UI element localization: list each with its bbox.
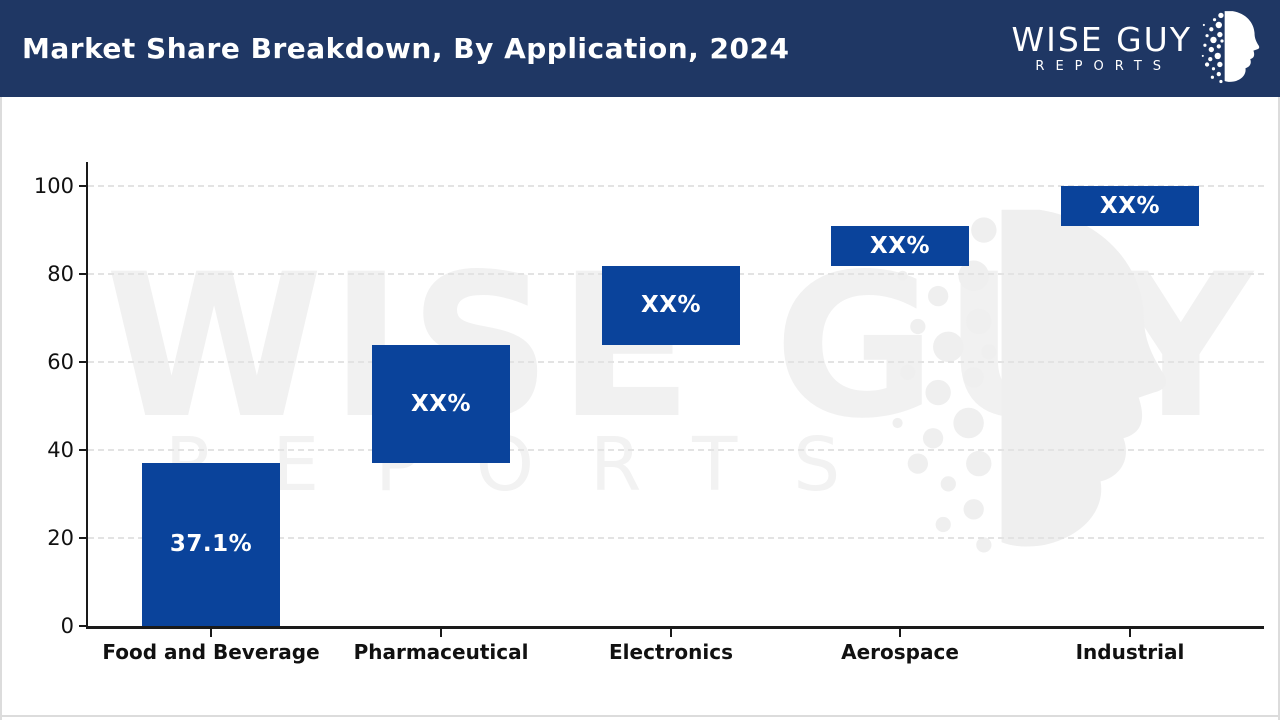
x-category-label: Aerospace (841, 640, 959, 664)
y-tick-mark-80 (79, 273, 87, 275)
y-tick-label-20: 20 (47, 526, 74, 550)
x-tick-mark (899, 629, 901, 637)
y-tick-label-0: 0 (60, 614, 74, 638)
y-axis (86, 162, 88, 628)
bar-food-and-beverage: 37.1% (142, 462, 280, 626)
y-tick-mark-40 (79, 449, 87, 451)
y-tick-label-80: 80 (47, 262, 74, 286)
y-tick-label-40: 40 (47, 438, 74, 462)
frame-border-right (1278, 97, 1280, 720)
bar-electronics: XX% (602, 266, 740, 345)
x-axis (86, 626, 1264, 629)
header-bar: Market Share Breakdown, By Application, … (0, 0, 1280, 97)
wiseguy-face-icon (1201, 10, 1260, 83)
y-tick-label-100: 100 (33, 174, 74, 198)
watermark-face-icon (892, 209, 1167, 553)
y-tick-mark-20 (79, 537, 87, 539)
bar-value-label: XX% (640, 292, 701, 319)
x-category-label: Food and Beverage (102, 640, 320, 664)
wiseguy-logo-text: WISE GUY REPORTS (1011, 19, 1192, 75)
page-title: Market Share Breakdown, By Application, … (22, 32, 790, 65)
logo-wordmark: WISE GUY (1011, 19, 1192, 59)
gridline-20 (88, 537, 1264, 539)
gridline-60 (88, 361, 1264, 363)
bar-value-label: 37.1% (169, 531, 253, 558)
x-tick-mark (210, 629, 212, 637)
y-tick-mark-60 (79, 361, 87, 363)
gridline-40 (88, 449, 1264, 451)
x-tick-mark (670, 629, 672, 637)
frame-border-left (0, 97, 2, 720)
y-tick-mark-0 (79, 625, 87, 627)
x-category-label: Electronics (609, 640, 733, 664)
gridline-100 (88, 185, 1264, 187)
bar-value-label: XX% (869, 233, 930, 260)
bar-aerospace: XX% (831, 226, 969, 267)
bar-industrial: XX% (1061, 186, 1199, 227)
y-tick-label-60: 60 (47, 350, 74, 374)
x-tick-mark (440, 629, 442, 637)
x-tick-mark (1129, 629, 1131, 637)
logo-subtitle: REPORTS (1035, 59, 1173, 75)
x-category-label: Industrial (1075, 640, 1185, 664)
x-category-label: Pharmaceutical (353, 640, 529, 664)
wiseguy-logo: WISE GUY REPORTS (1011, 9, 1266, 89)
frame-border-bottom (0, 715, 1280, 717)
bar-value-label: XX% (1099, 193, 1160, 220)
y-tick-mark-100 (79, 185, 87, 187)
bar-pharmaceutical: XX% (372, 344, 510, 463)
bar-value-label: XX% (410, 390, 471, 417)
waterfall-chart: 0 20 40 60 80 100 37.1% Food and Beverage XX% Pha… (0, 97, 1280, 720)
